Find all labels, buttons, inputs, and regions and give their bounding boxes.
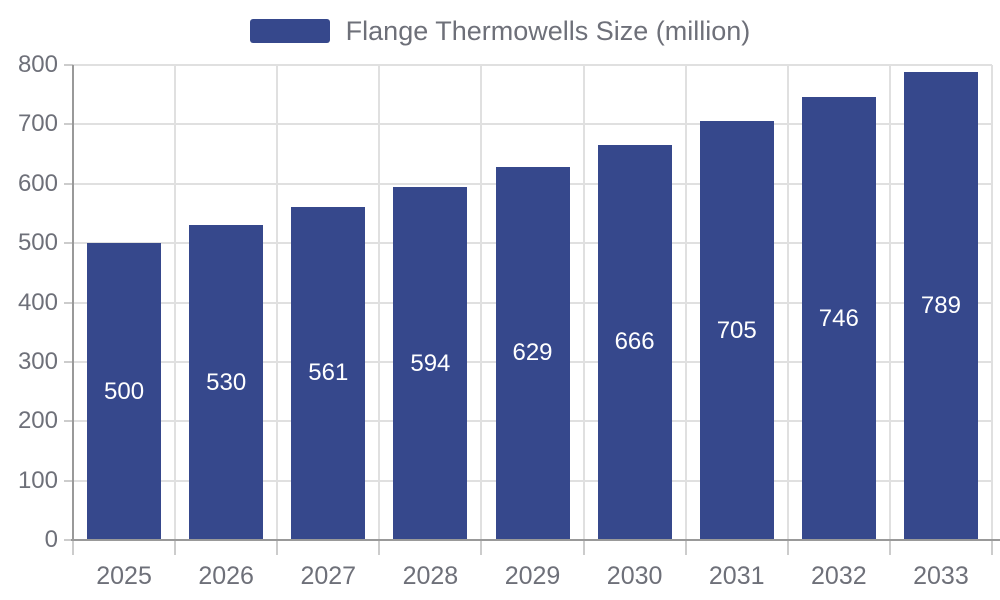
x-tick-label: 2028 bbox=[402, 562, 459, 590]
y-axis-tick bbox=[64, 242, 73, 245]
y-axis-tick bbox=[64, 479, 73, 482]
y-axis-tick bbox=[64, 64, 73, 66]
bar-value-label: 594 bbox=[410, 349, 451, 377]
x-axis-tick bbox=[378, 540, 381, 555]
bar[interactable] bbox=[903, 71, 978, 540]
x-tick-label: 2031 bbox=[708, 562, 765, 590]
y-axis-tick bbox=[64, 301, 73, 304]
legend-label[interactable]: Flange Thermowells Size (million) bbox=[345, 15, 751, 46]
bar[interactable] bbox=[801, 97, 876, 540]
y-tick-label: 800 bbox=[17, 51, 58, 78]
y-tick-label: 100 bbox=[17, 466, 58, 494]
v-gridline bbox=[991, 65, 993, 540]
x-axis-line bbox=[71, 539, 1000, 541]
x-tick-label: 2026 bbox=[198, 562, 254, 590]
y-axis-tick bbox=[64, 539, 73, 541]
x-axis-tick bbox=[72, 540, 74, 555]
v-gridline bbox=[582, 65, 585, 540]
bar-value-label: 629 bbox=[512, 339, 553, 367]
h-gridline bbox=[73, 64, 992, 66]
y-tick-label: 200 bbox=[17, 407, 58, 435]
x-tick-label: 2033 bbox=[913, 562, 969, 590]
bar[interactable] bbox=[495, 166, 570, 540]
bar[interactable] bbox=[291, 206, 366, 540]
x-axis-tick bbox=[786, 540, 789, 555]
bar-value-label: 666 bbox=[614, 328, 655, 356]
x-axis-tick bbox=[582, 540, 585, 555]
x-tick-label: 2029 bbox=[504, 562, 561, 590]
y-tick-label: 600 bbox=[17, 169, 58, 197]
bar-value-label: 746 bbox=[818, 304, 859, 332]
y-tick-label: 300 bbox=[17, 347, 58, 375]
x-axis-tick bbox=[480, 540, 483, 555]
x-axis-tick bbox=[888, 540, 891, 555]
bar-value-label: 705 bbox=[716, 316, 757, 344]
bar[interactable] bbox=[597, 144, 672, 540]
legend-swatch[interactable] bbox=[249, 19, 330, 43]
y-tick-label: 700 bbox=[17, 110, 58, 138]
v-gridline bbox=[174, 65, 177, 540]
x-axis-tick bbox=[991, 540, 993, 555]
bar-value-label: 500 bbox=[104, 377, 145, 405]
y-axis-line bbox=[72, 65, 74, 540]
x-axis-tick bbox=[684, 540, 687, 555]
y-axis-tick bbox=[64, 182, 73, 185]
bar[interactable] bbox=[393, 187, 468, 540]
bar-value-label: 530 bbox=[206, 368, 247, 396]
plot-area: 0 100 200 300 400 500 600 700 800 500 2025 530 2026 5… bbox=[18, 51, 1000, 590]
v-gridline bbox=[378, 65, 381, 540]
v-gridline bbox=[684, 65, 687, 540]
v-gridline bbox=[276, 65, 279, 540]
v-gridline bbox=[786, 65, 789, 540]
y-tick-label: 500 bbox=[17, 229, 58, 257]
bar[interactable] bbox=[87, 243, 162, 540]
v-gridline bbox=[888, 65, 891, 540]
x-tick-label: 2030 bbox=[606, 562, 663, 590]
x-tick-label: 2025 bbox=[96, 562, 152, 590]
bar-value-label: 789 bbox=[920, 291, 961, 319]
y-axis-tick bbox=[64, 360, 73, 363]
x-tick-label: 2027 bbox=[300, 562, 357, 590]
y-axis-tick bbox=[64, 420, 73, 423]
x-axis-tick bbox=[174, 540, 177, 555]
bar[interactable] bbox=[699, 121, 774, 540]
h-gridline bbox=[73, 123, 992, 126]
y-tick-label: 400 bbox=[17, 288, 58, 316]
bar[interactable] bbox=[189, 225, 264, 540]
v-gridline bbox=[480, 65, 483, 540]
x-axis-tick bbox=[276, 540, 279, 555]
y-tick-label: 0 bbox=[44, 526, 58, 553]
bar-value-label: 561 bbox=[308, 359, 349, 387]
x-tick-label: 2032 bbox=[811, 562, 867, 590]
y-axis-tick bbox=[64, 123, 73, 126]
legend: Flange Thermowells Size (million) bbox=[0, 16, 1000, 46]
